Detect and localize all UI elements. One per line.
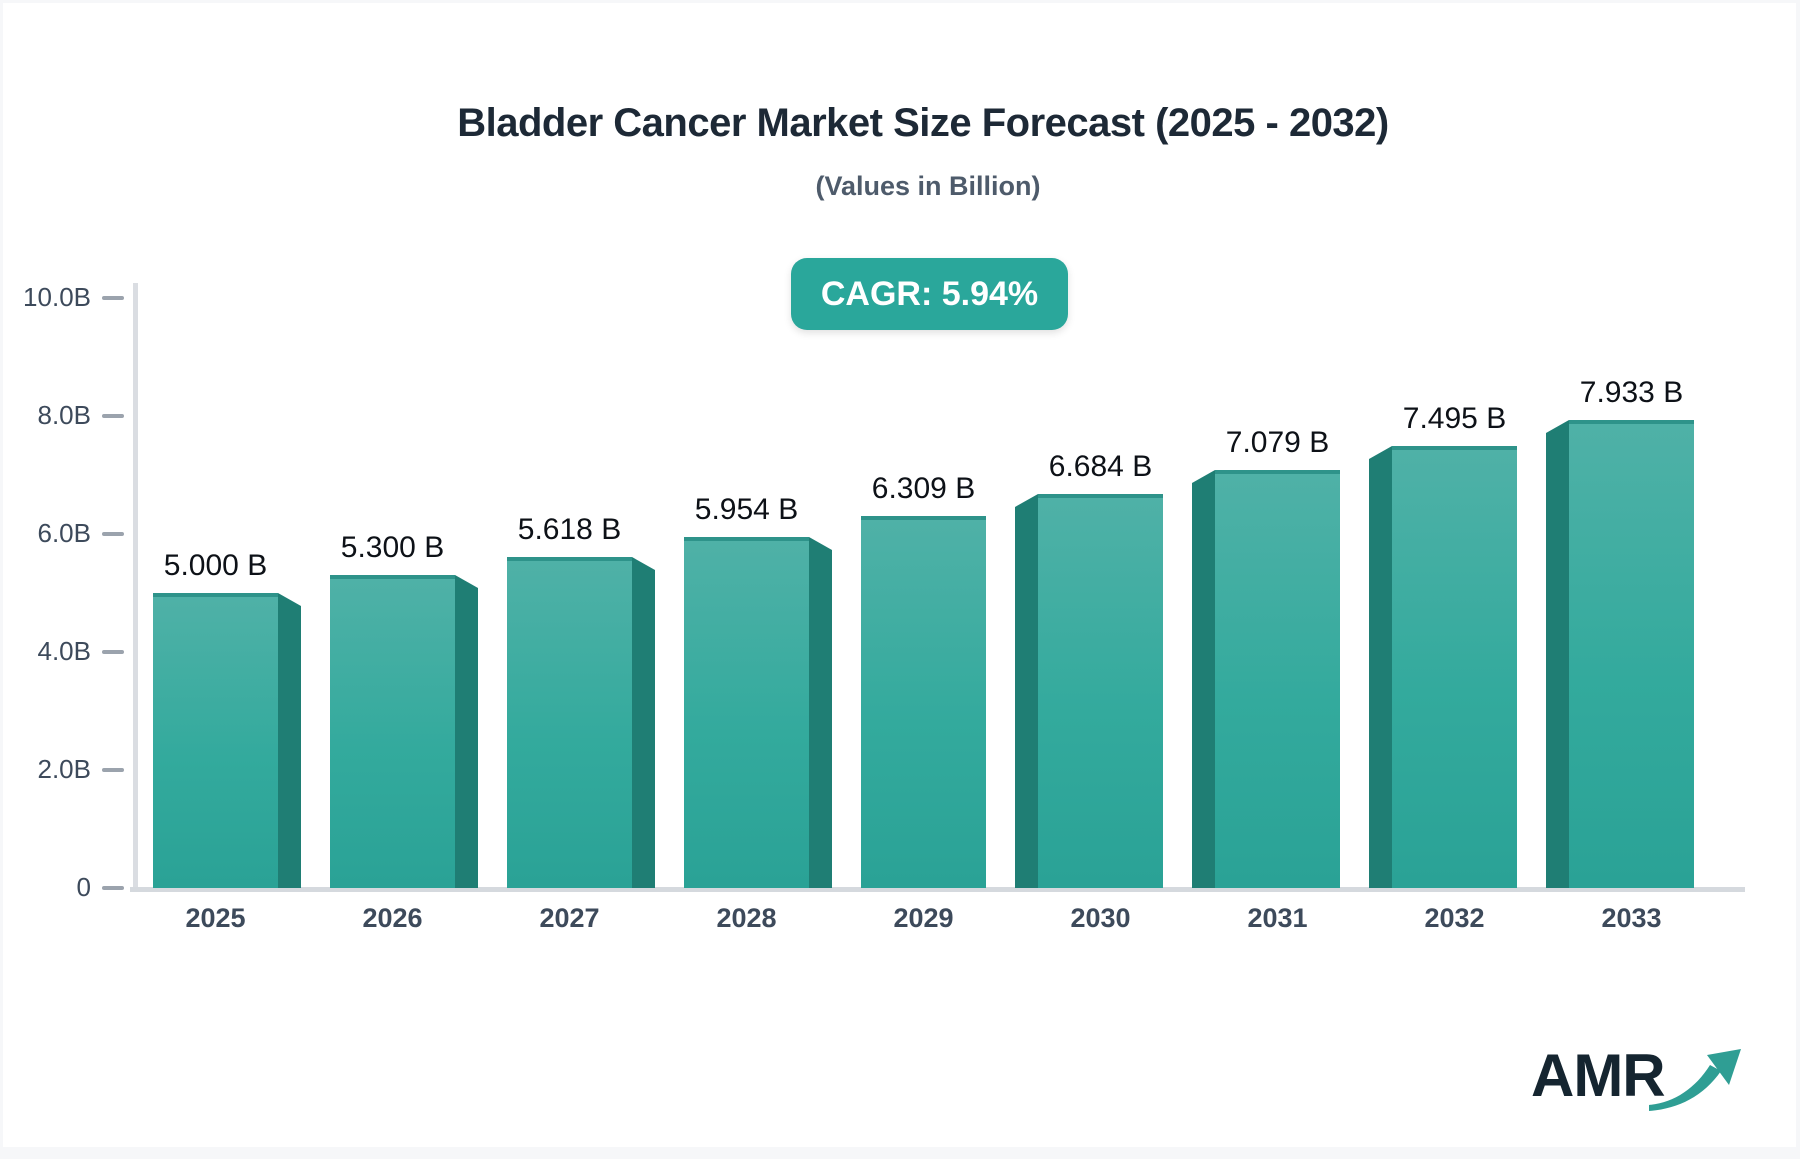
bar bbox=[507, 557, 632, 888]
bar bbox=[153, 593, 278, 888]
x-axis-label: 2027 bbox=[539, 903, 600, 933]
bar-value-label: 5.618 B bbox=[517, 513, 622, 546]
bar-3d-side bbox=[455, 575, 478, 888]
bar-group-2029: 6.309 B 2029 bbox=[838, 3, 1009, 1159]
y-axis-line bbox=[133, 283, 138, 891]
bar-group-2026: 5.300 B 2026 bbox=[307, 3, 478, 1159]
bar-3d-side bbox=[1192, 470, 1215, 888]
tick-dash bbox=[102, 414, 124, 418]
y-axis-tick-label: 2.0B bbox=[37, 754, 92, 784]
bar-chart: 10.0B 8.0B 6.0B 4.0B 2.0B 0 5.000 B 2025 bbox=[3, 3, 1800, 1159]
bar bbox=[1038, 494, 1163, 888]
x-axis-label: 2033 bbox=[1601, 903, 1662, 933]
bar-group-2032: 7.495 B 2032 bbox=[1369, 3, 1540, 1159]
bar bbox=[1569, 420, 1694, 888]
tick-dash bbox=[102, 768, 124, 772]
y-axis-tick-label: 8.0B bbox=[37, 400, 92, 430]
bar-value-label: 5.954 B bbox=[694, 493, 799, 526]
bar-value-label: 7.933 B bbox=[1579, 376, 1684, 409]
bar-group-2031: 7.079 B 2031 bbox=[1192, 3, 1363, 1159]
chart-card: Bladder Cancer Market Size Forecast (202… bbox=[3, 3, 1796, 1147]
chart-title: Bladder Cancer Market Size Forecast (202… bbox=[457, 101, 1389, 145]
y-axis-tick-label: 6.0B bbox=[37, 518, 92, 548]
y-axis-tick-label: 0 bbox=[76, 872, 91, 902]
cagr-badge: CAGR: 5.94% bbox=[791, 258, 1068, 330]
bar bbox=[1215, 470, 1340, 888]
tick-dash bbox=[102, 650, 124, 654]
bar-value-label: 6.684 B bbox=[1048, 450, 1153, 483]
x-axis-label: 2030 bbox=[1070, 903, 1131, 933]
bar-group-2025: 5.000 B 2025 bbox=[130, 3, 301, 1159]
x-axis-label: 2028 bbox=[716, 903, 777, 933]
bar bbox=[684, 537, 809, 888]
bar-3d-side bbox=[1369, 446, 1392, 888]
growth-arrow-icon bbox=[1649, 1045, 1759, 1122]
x-axis-label: 2032 bbox=[1424, 903, 1485, 933]
x-axis-label: 2031 bbox=[1247, 903, 1308, 933]
tick-dash bbox=[102, 886, 124, 890]
bar-group-2033: 7.933 B 2033 bbox=[1546, 3, 1717, 1159]
bar-3d-side bbox=[1015, 494, 1038, 888]
bar-value-label: 7.495 B bbox=[1402, 402, 1507, 435]
x-axis-line bbox=[130, 887, 1745, 892]
tick-dash bbox=[102, 296, 124, 300]
x-axis-label: 2026 bbox=[362, 903, 423, 933]
tick-dash bbox=[102, 532, 124, 536]
x-axis-label: 2025 bbox=[185, 903, 246, 933]
bar bbox=[330, 575, 455, 888]
bar-3d-side bbox=[632, 557, 655, 888]
x-axis-label: 2029 bbox=[893, 903, 954, 933]
y-axis-tick-label: 4.0B bbox=[37, 636, 92, 666]
bar-value-label: 7.079 B bbox=[1225, 426, 1330, 459]
chart-subtitle: (Values in Billion) bbox=[815, 171, 1041, 201]
bar-value-label: 5.300 B bbox=[340, 531, 445, 564]
amr-logo: AMR bbox=[1531, 1033, 1771, 1123]
bar bbox=[861, 516, 986, 888]
bar-value-label: 6.309 B bbox=[871, 472, 976, 505]
bar-group-2028: 5.954 B 2028 bbox=[661, 3, 832, 1159]
amr-logo-text: AMR bbox=[1531, 1042, 1666, 1109]
y-axis-tick-label: 10.0B bbox=[23, 282, 91, 312]
bar bbox=[1392, 446, 1517, 888]
bar-group-2027: 5.618 B 2027 bbox=[484, 3, 655, 1159]
bar-group-2030: 6.684 B 2030 bbox=[1015, 3, 1186, 1159]
bar-3d-side bbox=[809, 537, 832, 888]
bar-value-label: 5.000 B bbox=[163, 549, 268, 582]
bar-3d-side bbox=[1546, 420, 1569, 888]
bar-3d-side bbox=[278, 593, 301, 888]
